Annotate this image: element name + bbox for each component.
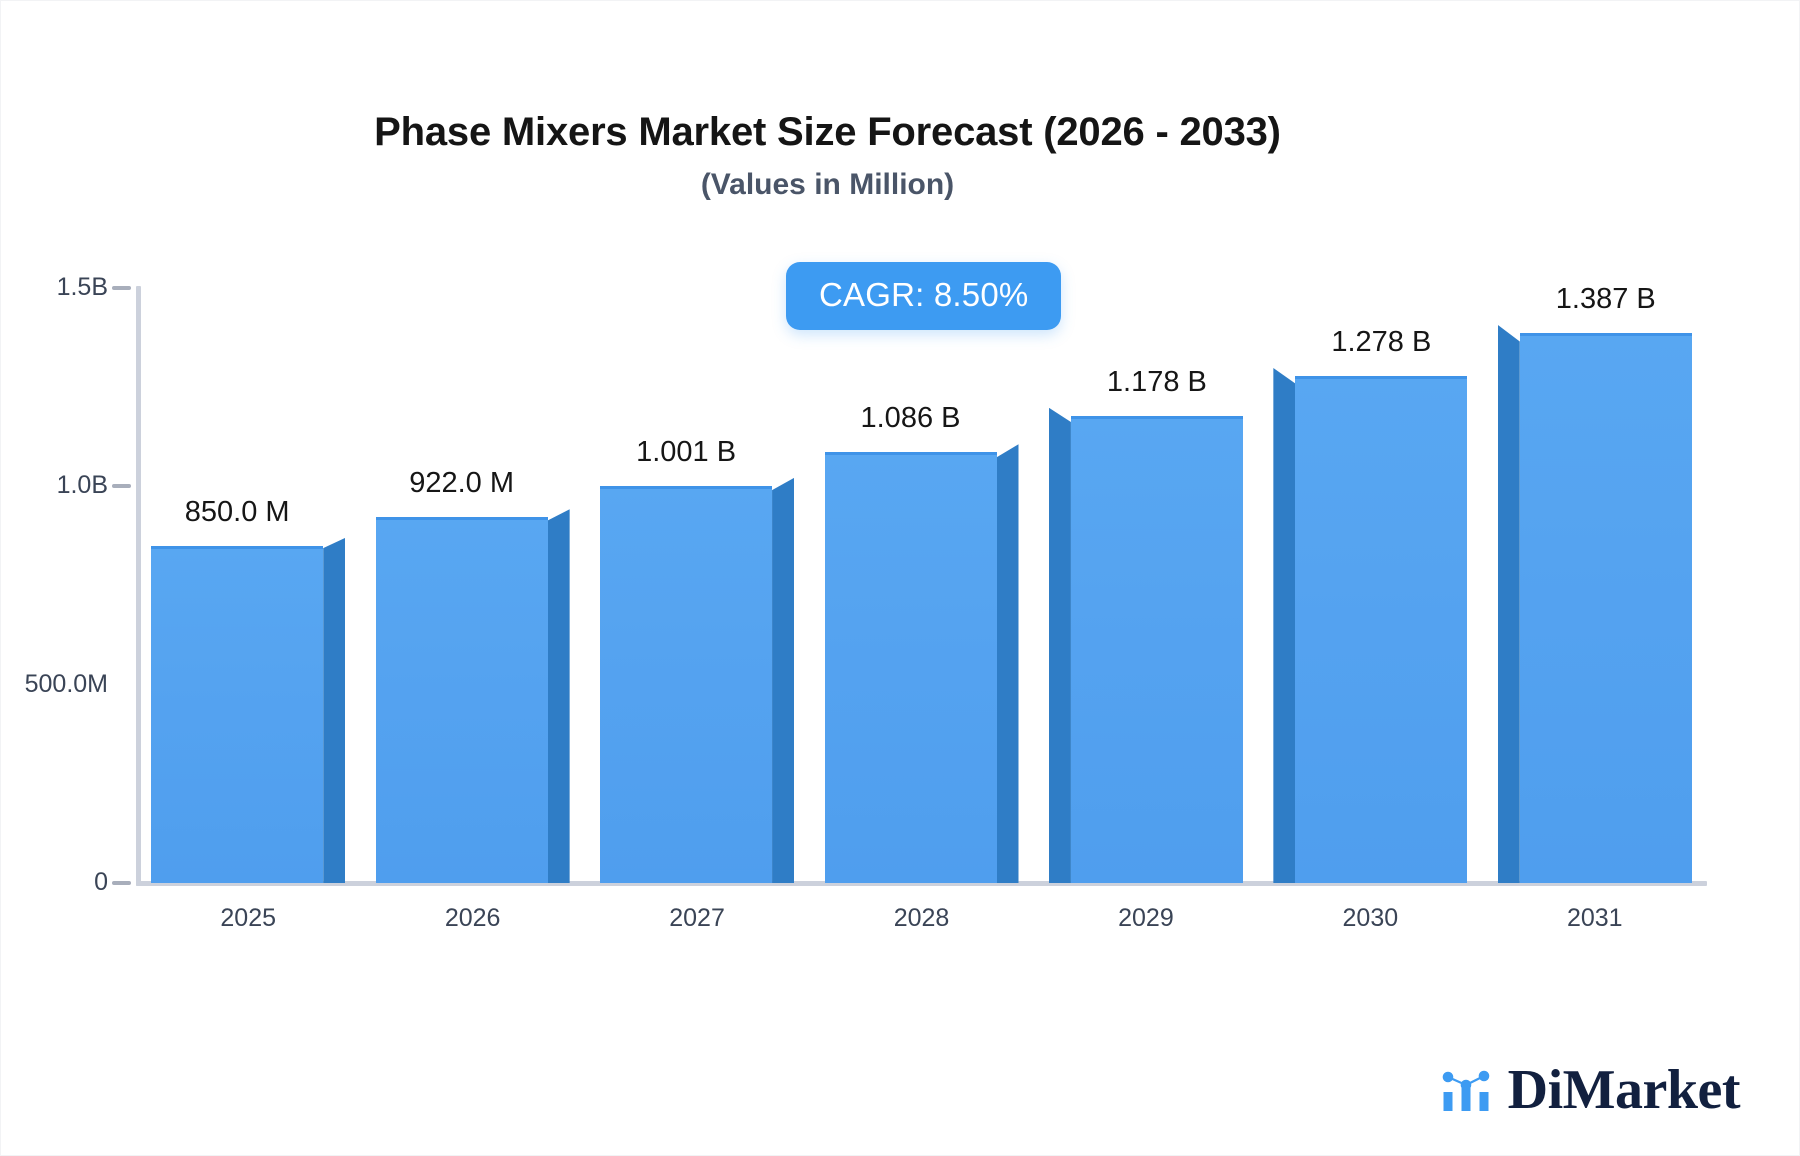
bar-side-face	[323, 537, 346, 883]
chart-subtitle: (Values in Million)	[700, 168, 955, 201]
x-axis-tick-label: 2031	[1566, 904, 1623, 932]
bar-chart-logo-icon	[1442, 1070, 1489, 1111]
bar-value-label: 1.086 B	[860, 402, 961, 435]
page-title: Phase Mixers Market Size Forecast (2026 …	[374, 110, 1281, 154]
title-block: Phase Mixers Market Size Forecast (2026 …	[0, 110, 1655, 202]
bar-side-face	[547, 509, 570, 883]
y-axis-tick-label: 1.5B	[56, 273, 108, 301]
bar-side-face	[1273, 368, 1296, 883]
bar-front-face	[375, 517, 548, 883]
x-axis-tick-label: 2027	[669, 904, 725, 932]
cagr-badge: CAGR: 8.50%	[786, 262, 1062, 330]
x-axis-tick-label: 2025	[220, 904, 277, 932]
x-axis-tick-label: 2029	[1118, 904, 1174, 932]
y-axis-tick-label: 1.0B	[56, 471, 108, 500]
bar-value-label: 1.387 B	[1555, 282, 1656, 315]
bar-side-face	[1497, 324, 1520, 883]
bar-front-face	[824, 452, 997, 883]
y-axis-tick-mark	[112, 484, 131, 489]
y-axis-spine	[136, 286, 141, 886]
dimarket-logo: DiMarket	[1440, 1059, 1741, 1121]
x-axis-tick-label: 2030	[1342, 904, 1399, 932]
bar-front-face	[1295, 376, 1468, 883]
bar-value-label: 1.001 B	[636, 435, 737, 468]
bar-value-label: 1.178 B	[1106, 365, 1207, 398]
y-axis-tick-label: 0	[94, 868, 108, 896]
bar-side-face	[1048, 407, 1071, 883]
x-axis-tick-label: 2026	[444, 904, 501, 932]
bar-value-label: 1.278 B	[1331, 326, 1432, 359]
bar-front-face	[1070, 415, 1243, 883]
bar-value-label: 922.0 M	[409, 467, 515, 500]
x-axis-tick-label: 2028	[893, 904, 950, 932]
y-axis-tick-mark	[112, 286, 131, 290]
bar-front-face	[600, 485, 773, 883]
bar-front-face	[151, 545, 324, 883]
bar-front-face	[1519, 332, 1692, 883]
bar-side-face	[772, 477, 795, 883]
y-axis-tick-label: 500.0M	[24, 669, 108, 698]
brand-name: DiMarket	[1507, 1059, 1741, 1121]
x-axis-baseline	[136, 881, 1707, 886]
y-axis-tick-mark	[112, 881, 131, 885]
bar-value-label: 850.0 M	[184, 495, 290, 528]
bar-side-face	[996, 444, 1019, 883]
